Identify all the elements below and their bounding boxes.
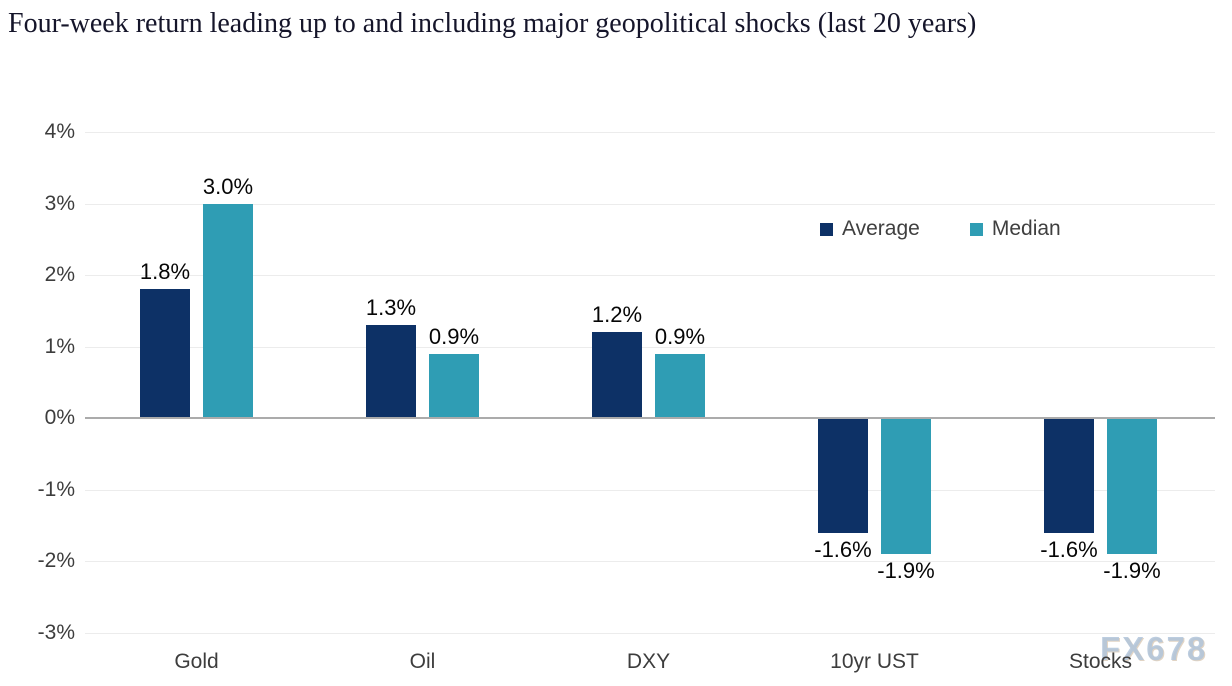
watermark: FX678 xyxy=(1100,630,1208,667)
median-bar-stocks xyxy=(1107,418,1157,555)
legend: Average Median xyxy=(820,217,1061,241)
y-tick-label: 1% xyxy=(44,334,75,358)
average-bar-gold xyxy=(140,289,190,419)
y-tick-label: -2% xyxy=(37,549,75,573)
x-tick-label-10yr-ust: 10yr UST xyxy=(830,650,919,673)
average-bar-stocks xyxy=(1044,418,1094,533)
gridline xyxy=(85,489,1215,491)
bar-value-label: -1.9% xyxy=(1103,558,1161,584)
median-bar-10yr-ust xyxy=(881,418,931,555)
y-tick-label: 4% xyxy=(44,120,75,143)
bar-value-label: 1.8% xyxy=(139,259,191,285)
median-bar-oil xyxy=(429,353,479,419)
x-tick-label-oil: Oil xyxy=(409,650,436,673)
gridline xyxy=(85,275,1215,277)
zero-axis-line xyxy=(85,417,1215,420)
bar-value-label: -1.6% xyxy=(1040,536,1098,562)
gridline xyxy=(85,132,1215,133)
average-swatch-icon xyxy=(820,222,833,236)
average-bar-10yr-ust xyxy=(818,418,868,533)
bar-value-label: 1.2% xyxy=(591,302,643,328)
chart-title: Four-week return leading up to and inclu… xyxy=(8,8,977,39)
y-tick-label: -3% xyxy=(37,621,75,644)
bar-value-label: 0.9% xyxy=(428,323,480,349)
gridline xyxy=(85,633,1215,634)
median-swatch-icon xyxy=(969,222,983,236)
bar-value-label: 0.9% xyxy=(654,323,706,349)
x-tick-label-dxy: DXY xyxy=(626,650,671,673)
y-tick-label: 3% xyxy=(44,191,75,215)
bar-value-label: -1.9% xyxy=(877,558,935,584)
gridline xyxy=(85,346,1215,348)
legend-item-median: Median xyxy=(969,217,1061,241)
legend-item-average: Average xyxy=(820,217,920,241)
gridline xyxy=(85,203,1215,205)
x-tick-label-stocks: Stocks xyxy=(1068,650,1133,673)
legend-label-median: Median xyxy=(991,217,1061,240)
average-bar-dxy xyxy=(592,332,642,419)
legend-label-average: Average xyxy=(842,217,920,240)
bar-value-label: 1.3% xyxy=(365,295,417,321)
bar-value-label: 3.0% xyxy=(202,173,254,199)
y-tick-label: -1% xyxy=(37,477,75,501)
median-bar-dxy xyxy=(655,353,705,419)
gridline xyxy=(85,561,1215,563)
bar-value-label: -1.6% xyxy=(814,536,872,562)
y-tick-label: 0% xyxy=(44,406,75,430)
average-bar-oil xyxy=(366,325,416,419)
plot-area: 1.8% 3.0% 1.3% 0.9% 1.2% 0.9% -1.6% -1.9% -1.6% -… xyxy=(85,132,1215,634)
x-tick-label-gold: Gold xyxy=(174,650,219,673)
y-tick-label: 2% xyxy=(44,263,75,287)
median-bar-gold xyxy=(203,203,253,419)
